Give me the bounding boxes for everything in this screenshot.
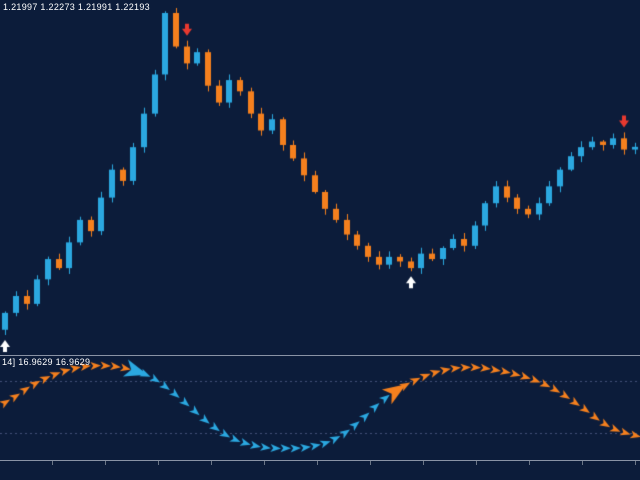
price-chart-canvas[interactable] xyxy=(0,0,640,355)
time-axis-ticks xyxy=(0,461,640,465)
indicator-pane-canvas[interactable] xyxy=(0,356,640,460)
axis-separator xyxy=(0,460,640,461)
time-axis[interactable] xyxy=(0,461,640,480)
indicator-value-label: 14] 16.9629 16.9629 xyxy=(2,357,91,367)
ohlc-quote-label: 1.21997 1.22273 1.21991 1.22193 xyxy=(3,2,150,12)
pane-separator[interactable] xyxy=(0,355,640,356)
